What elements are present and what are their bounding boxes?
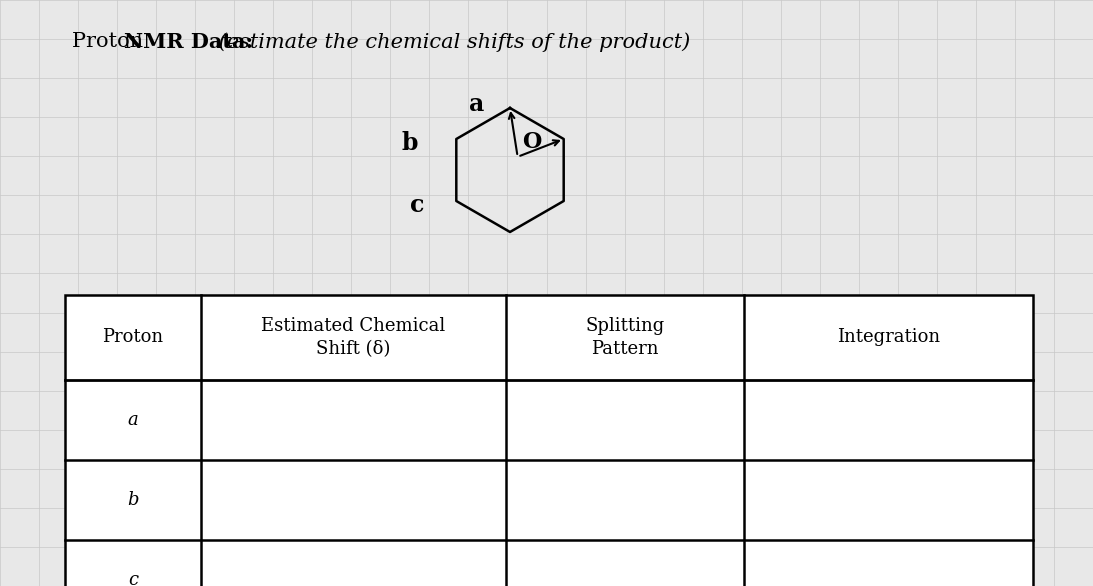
Text: NMR Data:: NMR Data: (124, 32, 254, 52)
Text: c: c (410, 193, 424, 217)
Text: a: a (469, 92, 484, 116)
Text: Splitting
Pattern: Splitting Pattern (585, 316, 665, 358)
Bar (64, 295, 1033, 586)
Text: c: c (128, 571, 138, 586)
Text: (estimate the chemical shifts of the product): (estimate the chemical shifts of the pro… (212, 32, 691, 52)
Text: O: O (521, 131, 541, 153)
Text: b: b (127, 491, 139, 509)
Text: a: a (128, 411, 139, 429)
Text: Proton: Proton (103, 329, 164, 346)
Text: Integration: Integration (837, 329, 940, 346)
Text: Estimated Chemical
Shift (δ): Estimated Chemical Shift (δ) (261, 316, 446, 358)
Text: Proton: Proton (72, 32, 150, 51)
Text: b: b (402, 131, 419, 155)
